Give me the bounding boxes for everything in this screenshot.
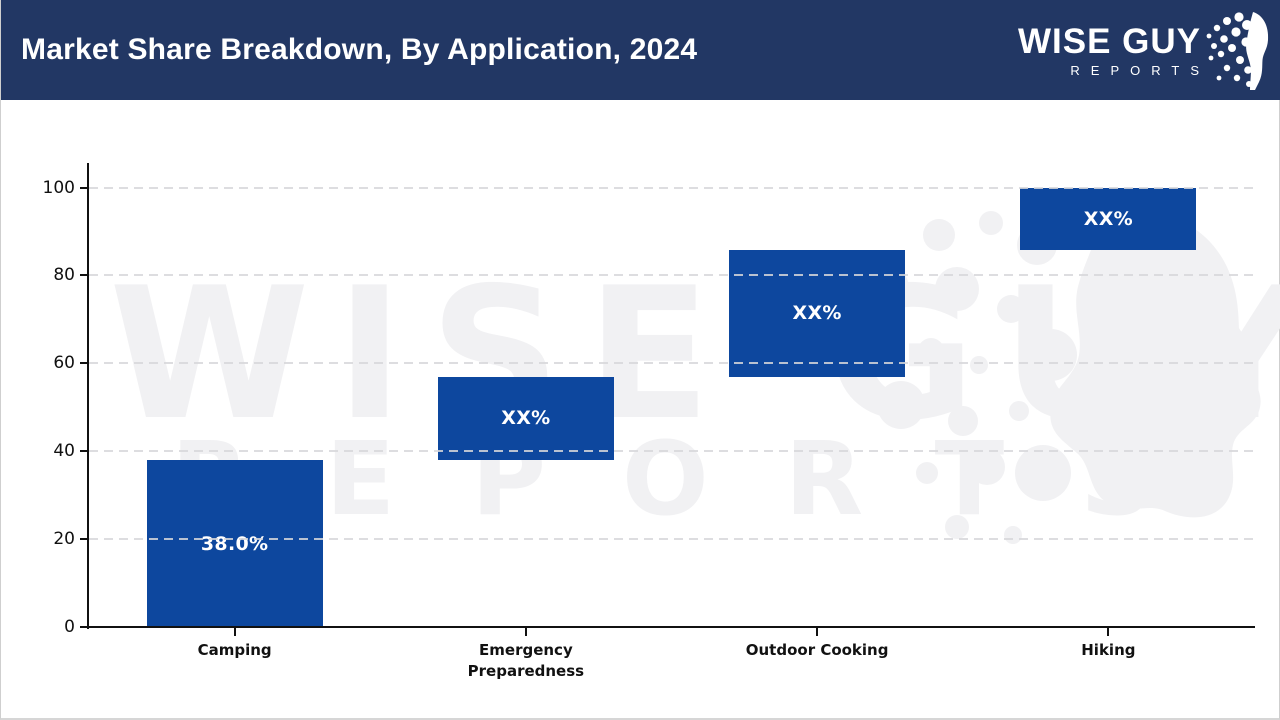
y-tick-mark xyxy=(80,538,88,541)
plot-area: 38.0% XX% XX% XX% xyxy=(89,163,1254,627)
bar-emergency-preparedness: XX% xyxy=(437,376,614,461)
bar-camping: 38.0% xyxy=(146,460,323,627)
x-tick-label-camping: Camping xyxy=(197,641,272,659)
y-tick-mark xyxy=(80,626,88,628)
bar-outdoor-cooking: XX% xyxy=(729,250,906,377)
x-tick-mark xyxy=(233,628,236,636)
header-bar: Market Share Breakdown, By Application, … xyxy=(1,0,1280,100)
x-tick-label-outdoor-cooking: Outdoor Cooking xyxy=(745,641,889,659)
bar-value-label: XX% xyxy=(792,302,842,325)
bar-hiking: XX% xyxy=(1020,187,1197,251)
y-tick-mark xyxy=(80,186,88,189)
brand-subname: REPORTS xyxy=(1070,62,1210,78)
gridline-80 xyxy=(89,274,1254,277)
x-tick-mark xyxy=(524,628,527,636)
brand-logo: WISE GUY REPORTS xyxy=(1017,6,1269,94)
bar-value-label: 38.0% xyxy=(200,532,269,555)
y-tick-mark xyxy=(80,274,88,277)
x-axis-line xyxy=(87,626,1255,628)
x-tick-label-emergency-preparedness: Emergency Preparedness xyxy=(467,641,585,680)
bar-value-label: XX% xyxy=(501,407,551,430)
gridline-60 xyxy=(89,362,1254,365)
bar-value-label: XX% xyxy=(1083,208,1133,230)
y-tick-label: 20 xyxy=(53,529,75,550)
brand-head-dots-icon xyxy=(1206,12,1269,90)
x-tick-mark xyxy=(816,628,819,636)
y-tick-label: 60 xyxy=(53,353,75,374)
gridline-100 xyxy=(89,186,1254,189)
x-tick-label-hiking: Hiking xyxy=(1081,641,1136,659)
y-tick-label: 40 xyxy=(53,441,75,462)
gridline-40 xyxy=(89,450,1254,453)
gridline-20 xyxy=(89,538,1254,541)
x-tick-mark xyxy=(1107,628,1110,636)
y-tick-label: 0 xyxy=(64,617,75,637)
page-title: Market Share Breakdown, By Application, … xyxy=(21,33,698,66)
brand-logo-text: WISE GUY REPORTS xyxy=(1017,22,1201,78)
y-tick-label: 80 xyxy=(53,265,75,286)
y-axis-line xyxy=(87,163,89,629)
brand-name: WISE GUY xyxy=(1017,22,1201,61)
y-tick-mark xyxy=(80,450,88,453)
y-tick-label: 100 xyxy=(42,177,75,198)
y-tick-mark xyxy=(80,362,88,365)
